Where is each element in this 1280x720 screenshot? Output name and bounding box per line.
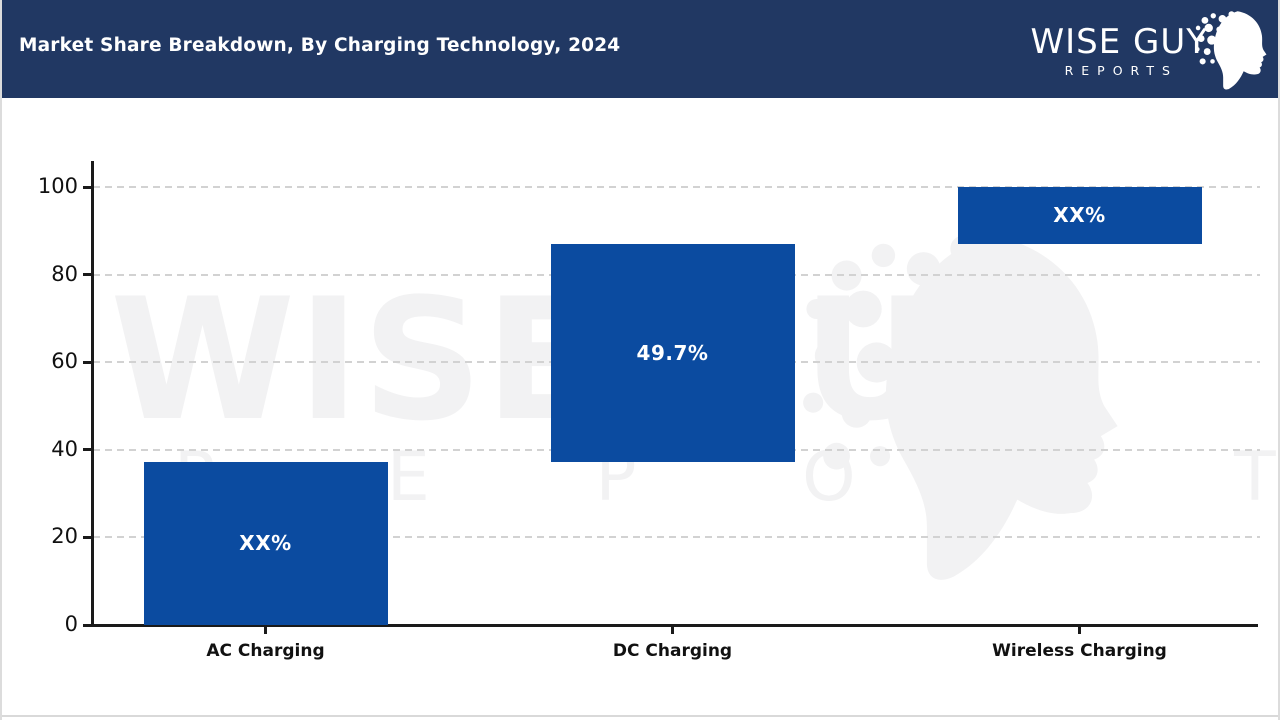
x-tick-mark-3: [1078, 627, 1081, 634]
y-tick-label-60: 60: [51, 349, 78, 374]
gridline-100: [93, 186, 1260, 188]
y-tick-mark-100: [83, 185, 91, 189]
x-tick-mark-2: [671, 627, 674, 634]
y-tick-label-0: 0: [64, 612, 78, 636]
canvas-bottom-border: [2, 715, 1278, 717]
y-axis-line: [91, 161, 94, 626]
logo: WISE GUY REPORTS: [1030, 6, 1268, 94]
y-tick-mark-60: [83, 360, 91, 364]
x-tick-mark-1: [264, 627, 267, 634]
bar-value-label: XX%: [1053, 203, 1106, 228]
bar-value-label: XX%: [239, 531, 292, 556]
y-tick-label-20: 20: [51, 524, 78, 549]
x-tick-label-wireless-charging: Wireless Charging: [992, 641, 1167, 661]
y-tick-label-80: 80: [51, 261, 78, 286]
bar-value-label: 49.7%: [636, 340, 709, 365]
watermark-head-icon: [803, 235, 1118, 580]
bar-ac-charging: XX%: [143, 461, 388, 625]
y-tick-mark-20: [83, 535, 91, 539]
logo-wordmark: WISE GUY: [1030, 22, 1208, 62]
y-tick-mark-80: [83, 273, 91, 277]
y-tick-mark-40: [83, 448, 91, 452]
plot-area: 0 20 40 60 80 100 XX% 49.7% XX% AC Charging DC Cha…: [2, 98, 1278, 720]
logo-text: WISE GUY REPORTS: [1030, 22, 1208, 78]
header: Market Share Breakdown, By Charging Tech…: [2, 0, 1278, 98]
page-title: Market Share Breakdown, By Charging Tech…: [19, 35, 621, 56]
gridline-20: [93, 536, 1260, 539]
y-tick-label-100: 100: [37, 174, 78, 198]
logo-subtitle: REPORTS: [1064, 63, 1178, 78]
x-tick-label-ac-charging: AC Charging: [206, 641, 325, 661]
y-tick-label-40: 40: [51, 436, 78, 461]
bar-wireless-charging: XX%: [957, 187, 1202, 244]
y-tick-mark-0: [83, 623, 91, 627]
x-tick-label-dc-charging: DC Charging: [612, 641, 733, 661]
bar-dc-charging: 49.7%: [550, 243, 795, 462]
logo-head-icon: [1195, 11, 1267, 90]
x-axis-line: [91, 624, 1258, 627]
